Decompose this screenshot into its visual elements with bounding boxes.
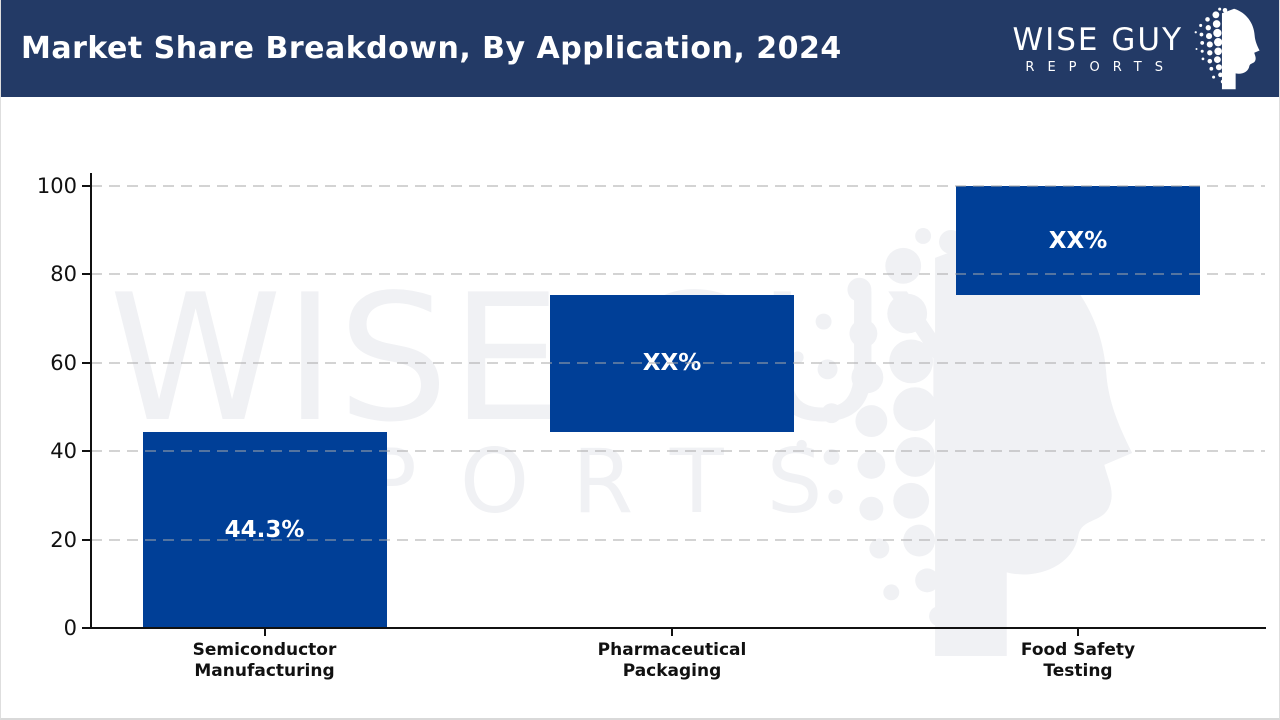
grid-line bbox=[91, 450, 1265, 452]
y-axis-tick bbox=[82, 184, 90, 187]
bar: 44.3% bbox=[142, 431, 387, 628]
logo-wiseguy-text: WISE GUY bbox=[1012, 21, 1183, 58]
y-axis-tick bbox=[82, 273, 90, 275]
y-axis-line bbox=[90, 173, 92, 629]
grid-line bbox=[91, 273, 1265, 275]
x-axis-line bbox=[90, 627, 1266, 629]
grid-line bbox=[91, 184, 1265, 187]
x-axis-tick bbox=[671, 629, 673, 636]
y-tick-label: 0 bbox=[63, 616, 77, 640]
y-axis-tick bbox=[82, 627, 90, 629]
x-category-label: Pharmaceutical Packaging bbox=[597, 640, 747, 681]
header-bar: Market Share Breakdown, By Application, … bbox=[1, 0, 1279, 97]
logo-reports-text: REPORTS bbox=[1025, 59, 1177, 75]
grid-line bbox=[91, 361, 1265, 364]
y-tick-label: 60 bbox=[50, 350, 77, 375]
logo-head-icon bbox=[1194, 7, 1260, 89]
y-tick-label: 20 bbox=[50, 527, 77, 552]
grid-line bbox=[91, 538, 1265, 541]
y-axis-tick bbox=[82, 361, 90, 364]
x-axis-tick bbox=[263, 629, 266, 636]
y-tick-label: 80 bbox=[50, 262, 77, 286]
bar: XX% bbox=[956, 186, 1200, 295]
logo: WISE GUY REPORTS bbox=[1012, 7, 1279, 91]
y-tick-label: 100 bbox=[36, 173, 77, 198]
y-axis-tick bbox=[82, 450, 90, 452]
x-axis-tick bbox=[1077, 629, 1079, 636]
y-tick-label: 40 bbox=[50, 439, 77, 463]
chart-title: Market Share Breakdown, By Application, … bbox=[21, 31, 842, 66]
x-category-label: Food Safety Testing bbox=[1020, 640, 1136, 681]
bar-value-label: XX% bbox=[1048, 227, 1108, 254]
x-category-label: Semiconductor Manufacturing bbox=[192, 640, 337, 681]
logo-wordmark: WISE GUY REPORTS bbox=[1012, 23, 1183, 75]
y-axis-tick bbox=[82, 538, 90, 541]
